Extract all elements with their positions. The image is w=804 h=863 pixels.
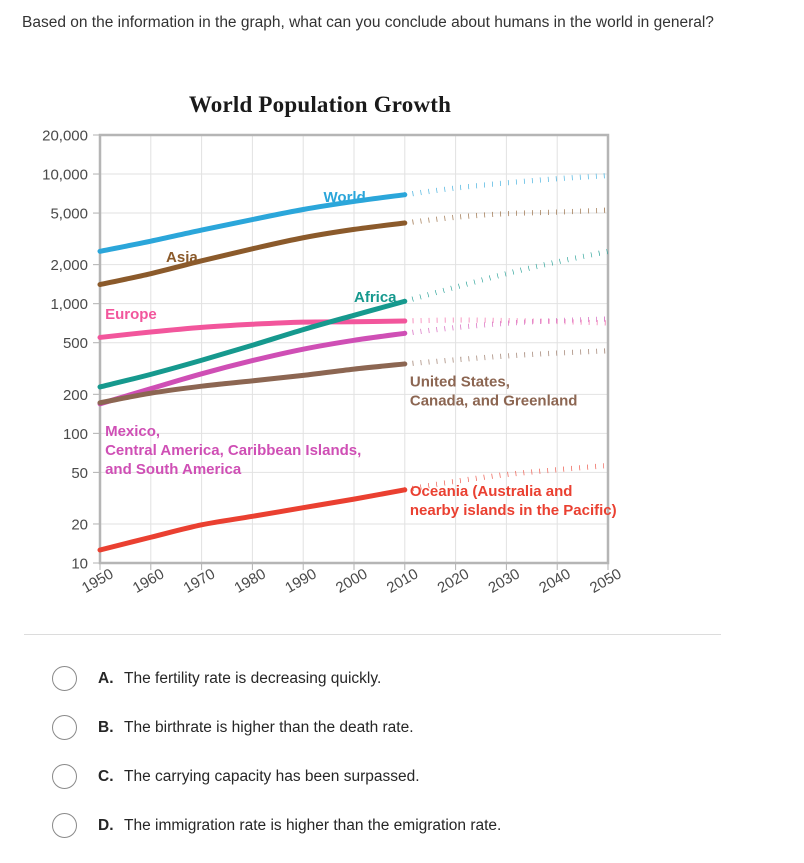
y-axis-tick-label: 10,000 (42, 167, 88, 184)
y-axis-tick-label: 10 (71, 556, 88, 573)
answer-options: A. The fertility rate is decreasing quick… (0, 654, 804, 850)
y-axis-tick-label: 20 (71, 516, 88, 533)
radio-button[interactable] (52, 666, 77, 691)
x-axis-tick-label: 2030 (485, 565, 522, 596)
series-label-line: Central America, Caribbean Islands, (105, 442, 361, 459)
series-label: Oceania (Australia and nearby islands in … (410, 483, 617, 519)
series-label-line: Africa (354, 289, 397, 306)
x-axis-tick-label: 2050 (587, 565, 624, 596)
series-label: Asia (166, 249, 198, 266)
plot-frame (98, 133, 610, 565)
series-oceania-australia-and-nearby-islands-in-the-pacific (97, 462, 609, 553)
option-letter: D. (98, 816, 114, 834)
answer-option-b[interactable]: B. The birthrate is higher than the death… (0, 703, 804, 752)
series-world (97, 172, 609, 254)
series-africa (97, 248, 609, 390)
series-mexico-central-america-caribbean-islands-and-south-america (97, 316, 609, 407)
series-line-solid (97, 220, 408, 288)
y-axis-tick-label: 100 (63, 426, 88, 443)
series-label-line: World (324, 189, 366, 206)
x-axis-tick-label: 2000 (333, 565, 370, 596)
series-line-solid (97, 487, 408, 553)
series-label: Europe (105, 306, 157, 323)
radio-button[interactable] (52, 764, 77, 789)
chart-container: World Population Growth 20,000 10,000 5,00… (0, 92, 660, 612)
y-axis-tick-label: 50 (71, 465, 88, 482)
series-label: World (324, 189, 366, 206)
chart-title: World Population Growth (188, 92, 452, 117)
option-text: The birthrate is higher than the death r… (124, 718, 414, 736)
answer-option-d[interactable]: D. The immigration rate is higher than th… (0, 801, 804, 850)
option-letter: C. (98, 767, 114, 785)
section-divider (24, 634, 721, 635)
series-label-line: Asia (166, 249, 198, 266)
series-label-line: United States, (410, 373, 510, 390)
series-line-solid (97, 361, 408, 406)
population-growth-line-chart: 20,000 10,000 5,000 2,000 1,000 500 200 100 50 20… (42, 128, 624, 597)
series-line-solid (97, 298, 408, 390)
series-europe (97, 317, 609, 340)
series-asia (97, 207, 609, 288)
series-label-line: Oceania (Australia and (410, 483, 573, 500)
option-letter: A. (98, 669, 114, 687)
series-line-solid (97, 330, 408, 407)
series-label-line: Canada, and Greenland (410, 392, 578, 409)
y-axis-tick-label: 1,000 (50, 296, 88, 313)
x-axis-tick-label: 2010 (384, 565, 421, 596)
answer-option-c[interactable]: C. The carrying capacity has been surpass… (0, 752, 804, 801)
series-label-line: Europe (105, 306, 157, 323)
y-axis-tick-label: 5,000 (50, 206, 88, 223)
x-axis-tick-label: 1980 (231, 565, 268, 596)
series-united-states-canada-and-greenland (97, 348, 609, 406)
x-axis-tick-label: 1970 (181, 565, 218, 596)
y-axis-tick-label: 2,000 (50, 257, 88, 274)
radio-button[interactable] (52, 715, 77, 740)
option-text: The fertility rate is decreasing quickly… (124, 669, 382, 687)
x-axis-tick-label: 1960 (130, 565, 167, 596)
x-axis-tick-label: 1990 (282, 565, 319, 596)
y-axis-tick-label: 200 (63, 387, 88, 404)
option-text: The immigration rate is higher than the … (124, 816, 502, 834)
series-label: United States, Canada, and Greenland (410, 373, 578, 409)
option-text: The carrying capacity has been surpassed… (124, 767, 420, 785)
answer-option-a[interactable]: A. The fertility rate is decreasing quick… (0, 654, 804, 703)
series-label: Mexico, Central America, Caribbean Island… (105, 423, 361, 478)
x-axis-tick-label: 2040 (536, 565, 573, 596)
series-line-solid (97, 192, 408, 254)
x-axis-tick-label: 2020 (435, 565, 472, 596)
series-label-line: Mexico, (105, 423, 160, 440)
option-letter: B. (98, 718, 114, 736)
series-label-line: nearby islands in the Pacific) (410, 502, 617, 519)
series-label-line: and South America (105, 461, 242, 478)
y-axis-tick-label: 20,000 (42, 128, 88, 145)
radio-button[interactable] (52, 813, 77, 838)
y-axis-tick-label: 500 (63, 335, 88, 352)
series-label: Africa (354, 289, 397, 306)
series-line-solid (97, 318, 408, 340)
question-prompt: Based on the information in the graph, w… (22, 14, 714, 31)
